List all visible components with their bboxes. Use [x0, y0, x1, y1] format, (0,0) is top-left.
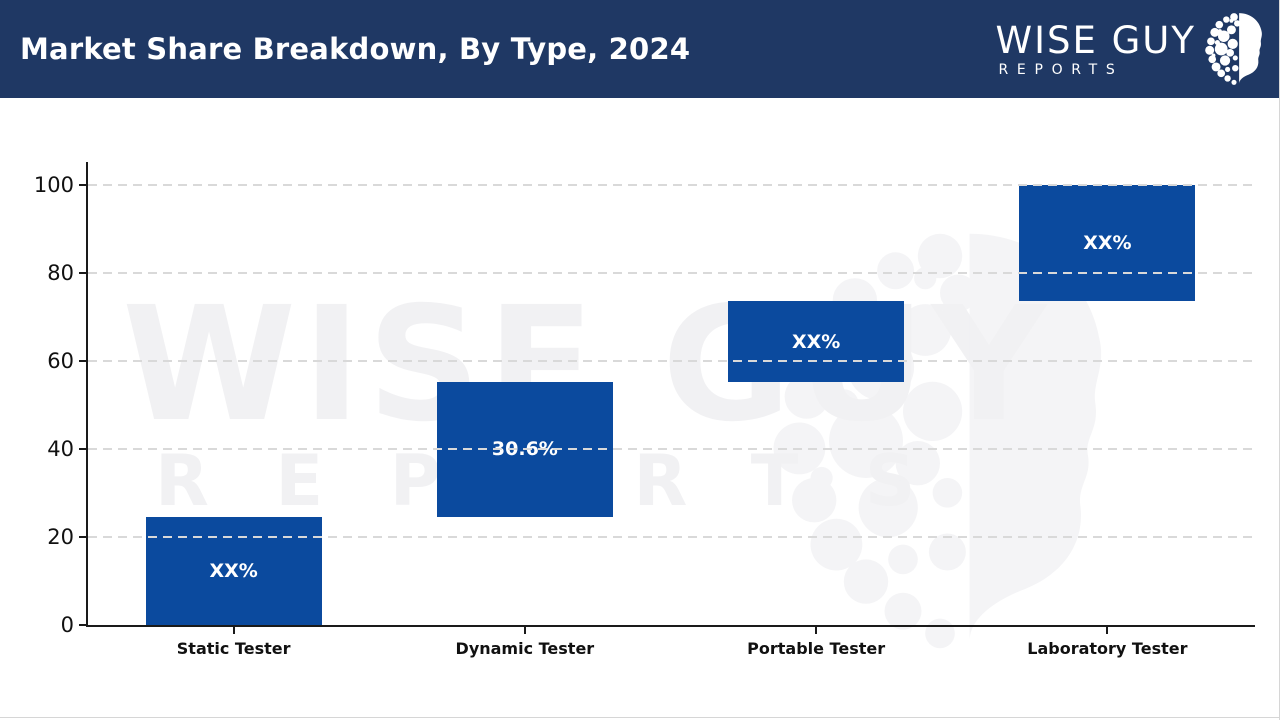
x-axis-tick [232, 627, 235, 634]
bar-static-tester: XX% [145, 516, 322, 625]
gridline [88, 184, 1253, 186]
logo-wordmark: WISE GUY [995, 18, 1196, 62]
bar-value-label: XX% [209, 559, 258, 582]
y-axis-tick-label: 20 [47, 525, 74, 549]
x-axis-category-label: Laboratory Tester [1027, 639, 1188, 658]
bottom-border [0, 717, 1279, 718]
y-axis-tick [79, 272, 86, 274]
x-axis-tick [523, 627, 526, 634]
bar-value-label: XX% [1083, 232, 1132, 255]
x-axis-category-label: Portable Tester [747, 639, 886, 658]
x-axis-category-label: Dynamic Tester [455, 639, 595, 658]
face-profile-icon [1205, 13, 1262, 85]
wiseguy-logo: WISE GUY REPORTS [996, 9, 1266, 89]
logo-subtitle: REPORTS [998, 61, 1124, 78]
gridline [88, 272, 1253, 274]
y-axis-tick-label: 0 [60, 613, 74, 637]
y-axis-tick [79, 448, 86, 450]
y-axis-tick [79, 360, 86, 362]
y-axis-tick [79, 536, 86, 538]
y-axis-tick [79, 184, 86, 186]
x-axis-tick [815, 627, 818, 634]
gridline [88, 536, 1253, 538]
x-axis-category-label: Static Tester [176, 639, 291, 658]
y-axis-tick-label: 40 [47, 437, 74, 461]
y-axis-line [86, 162, 88, 627]
header: Market Share Breakdown, By Type, 2024 WI… [0, 0, 1279, 98]
gridline [88, 448, 1253, 450]
bar-portable-tester: XX% [728, 301, 905, 383]
gridline [88, 360, 1253, 362]
y-axis-tick-label: 60 [47, 349, 74, 373]
logo-wordmark-group: WISE GUY REPORTS [996, 22, 1196, 77]
y-axis-tick-label: 100 [33, 173, 74, 197]
y-axis-tick-label: 80 [47, 261, 74, 285]
y-axis-tick [79, 624, 86, 626]
x-axis-line [86, 625, 1255, 627]
page-title: Market Share Breakdown, By Type, 2024 [20, 32, 691, 66]
bar-laboratory-tester: XX% [1019, 185, 1196, 302]
x-axis-tick [1106, 627, 1109, 634]
bar-value-label: XX% [791, 330, 841, 353]
